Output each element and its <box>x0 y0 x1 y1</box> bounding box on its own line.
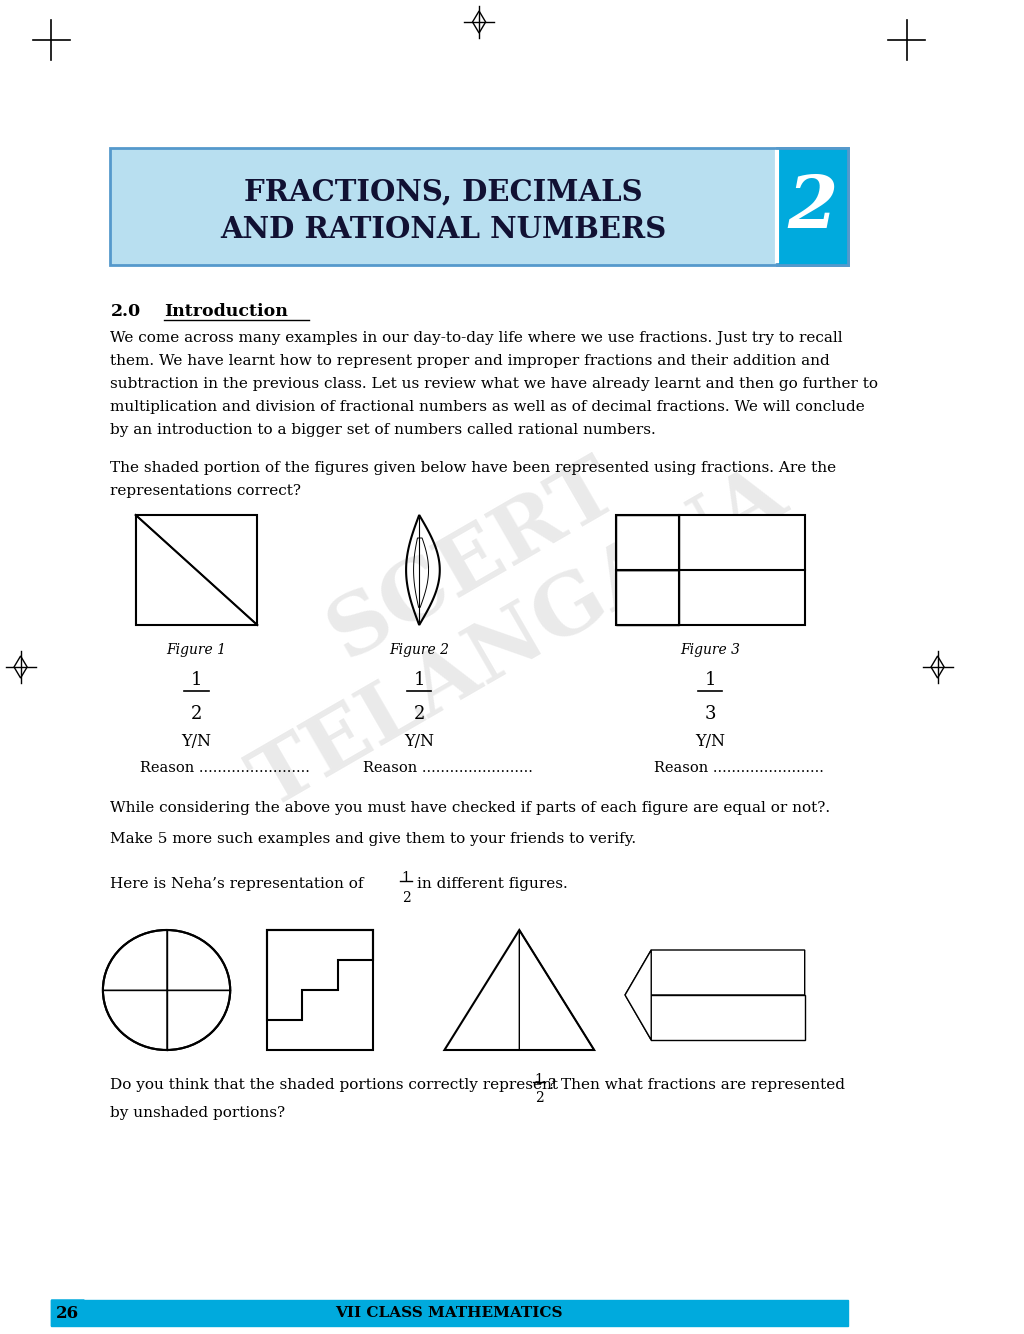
Text: Figure 3: Figure 3 <box>680 643 740 658</box>
Text: AND RATIONAL NUMBERS: AND RATIONAL NUMBERS <box>220 216 667 244</box>
Text: 1: 1 <box>535 1073 544 1087</box>
Text: 1: 1 <box>414 671 425 688</box>
Text: Reason ........................: Reason ........................ <box>364 760 532 775</box>
Text: While considering the above you must have checked if parts of each figure are eq: While considering the above you must hav… <box>111 800 830 815</box>
Text: by unshaded portions?: by unshaded portions? <box>111 1106 286 1121</box>
Polygon shape <box>135 515 257 626</box>
Text: 2: 2 <box>401 891 411 904</box>
Text: VII CLASS MATHEMATICS: VII CLASS MATHEMATICS <box>336 1306 563 1321</box>
Text: 2: 2 <box>190 704 202 723</box>
FancyBboxPatch shape <box>111 148 848 265</box>
Text: representations correct?: representations correct? <box>111 484 301 498</box>
Polygon shape <box>266 960 374 1050</box>
Text: Y/N: Y/N <box>404 732 434 750</box>
Text: Reason ........................: Reason ........................ <box>654 760 824 775</box>
Text: 1: 1 <box>705 671 716 688</box>
Polygon shape <box>444 930 594 1050</box>
Text: Make 5 more such examples and give them to your friends to verify.: Make 5 more such examples and give them … <box>111 832 637 846</box>
Text: 3: 3 <box>705 704 716 723</box>
Text: Reason ........................: Reason ........................ <box>140 760 310 775</box>
Text: subtraction in the previous class. Let us review what we have already learnt and: subtraction in the previous class. Let u… <box>111 378 879 391</box>
Text: 2: 2 <box>787 172 838 243</box>
Polygon shape <box>625 950 651 1041</box>
Polygon shape <box>615 515 805 626</box>
Polygon shape <box>51 1301 84 1326</box>
Text: We come across many examples in our day-to-day life where we use fractions. Just: We come across many examples in our day-… <box>111 331 843 346</box>
Text: them. We have learnt how to represent proper and improper fractions and their ad: them. We have learnt how to represent pr… <box>111 354 830 368</box>
Text: 2.0: 2.0 <box>111 303 140 320</box>
Text: in different figures.: in different figures. <box>418 876 568 891</box>
FancyBboxPatch shape <box>51 1301 848 1326</box>
Ellipse shape <box>103 930 230 1050</box>
Text: 26: 26 <box>55 1305 79 1322</box>
Text: 1: 1 <box>190 671 203 688</box>
Text: The shaded portion of the figures given below have been represented using fracti: The shaded portion of the figures given … <box>111 462 837 475</box>
Text: 2: 2 <box>535 1091 544 1105</box>
Text: Figure 1: Figure 1 <box>167 643 226 658</box>
Text: SCERT
TELANGANA: SCERT TELANGANA <box>193 375 800 826</box>
Polygon shape <box>625 995 805 1041</box>
Text: 2: 2 <box>414 704 425 723</box>
Text: by an introduction to a bigger set of numbers called rational numbers.: by an introduction to a bigger set of nu… <box>111 423 656 438</box>
FancyBboxPatch shape <box>776 148 848 265</box>
Text: Do you think that the shaded portions correctly represent: Do you think that the shaded portions co… <box>111 1078 558 1093</box>
Text: ? Then what fractions are represented: ? Then what fractions are represented <box>548 1078 846 1093</box>
Text: Figure 2: Figure 2 <box>389 643 450 658</box>
Text: Y/N: Y/N <box>695 732 725 750</box>
Text: Y/N: Y/N <box>181 732 212 750</box>
Text: Introduction: Introduction <box>164 303 288 320</box>
Text: 1: 1 <box>401 871 411 884</box>
Text: FRACTIONS, DECIMALS: FRACTIONS, DECIMALS <box>244 177 643 207</box>
Text: multiplication and division of fractional numbers as well as of decimal fraction: multiplication and division of fractiona… <box>111 400 865 414</box>
Text: Here is Neha’s representation of: Here is Neha’s representation of <box>111 876 364 891</box>
